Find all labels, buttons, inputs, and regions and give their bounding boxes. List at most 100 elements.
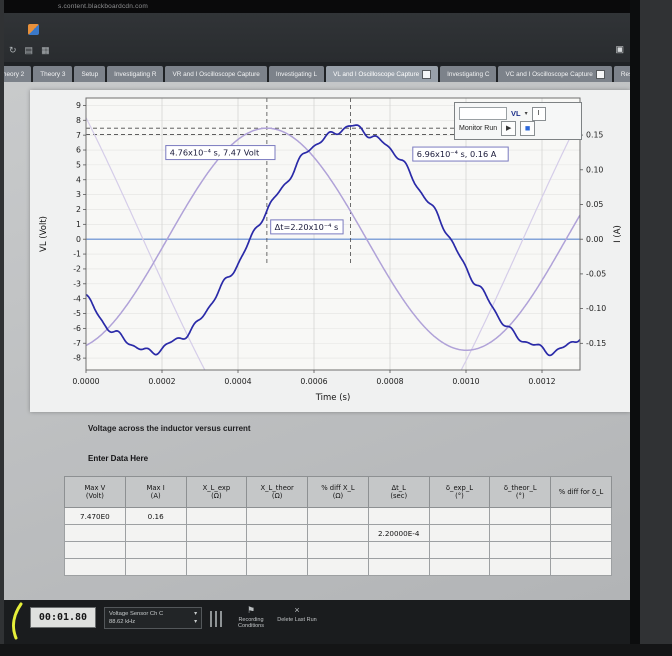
tab-vc-and-i-oscilloscope-capture[interactable]: VC and I Oscilloscope Capture <box>498 66 612 82</box>
cell-r0c4[interactable] <box>307 507 369 525</box>
cell-r3c2[interactable] <box>185 558 248 576</box>
scope-legend-row: VL ▾ I <box>459 106 577 121</box>
legend-i[interactable]: I <box>531 106 546 121</box>
cell-r1c1[interactable] <box>124 524 187 542</box>
plot-border <box>85 97 581 371</box>
tab-setup[interactable]: Setup <box>74 66 106 82</box>
annotation-box-i-peak[interactable] <box>412 146 509 162</box>
cell-r0c2[interactable] <box>185 507 248 525</box>
display-icon <box>595 69 605 79</box>
cell-r0c6[interactable] <box>428 507 491 525</box>
trace-VL-previous-run <box>86 117 580 370</box>
cell-r2c0[interactable] <box>64 541 126 559</box>
signal-levels-icon[interactable] <box>210 611 222 627</box>
tab-label: VL and I Oscilloscope Capture <box>333 70 420 78</box>
column-header-1: Max I (A) <box>124 476 187 508</box>
y-axis-label-left: VL (Volt) <box>39 216 49 252</box>
panel-icon[interactable]: ▣ <box>615 44 624 54</box>
tab-vl-and-i-oscilloscope-capture[interactable]: VL and I Oscilloscope Capture <box>326 66 439 82</box>
y-tick-right: -0.05 <box>586 270 606 279</box>
tab-resonance-c[interactable]: Resonance C <box>613 66 630 82</box>
y-tick-right: 0.00 <box>586 235 603 244</box>
cell-r0c5[interactable] <box>367 507 430 525</box>
cell-r1c2[interactable] <box>185 524 248 542</box>
tab-label: Investigating C <box>447 70 490 78</box>
cell-r2c8[interactable] <box>550 541 612 559</box>
y-axis-label-right: I (A) <box>613 225 623 243</box>
timer-display: 00:01.80 <box>30 607 96 628</box>
cell-r3c8[interactable] <box>550 558 612 576</box>
tab-label: Setup <box>81 70 99 78</box>
tab-label: Resonance C <box>620 70 630 78</box>
tab-investigating-c[interactable]: Investigating C <box>440 66 497 82</box>
stop-button[interactable]: ■ <box>520 121 536 136</box>
cell-r2c2[interactable] <box>185 541 248 559</box>
run-select-field[interactable] <box>459 107 507 120</box>
chart-icon[interactable]: ▦ <box>41 45 50 55</box>
capstone-app-icon[interactable] <box>28 24 39 35</box>
cell-r2c4[interactable] <box>307 541 369 559</box>
cell-r3c1[interactable] <box>124 558 187 576</box>
y-tick-left: -2 <box>73 265 81 274</box>
tab-vr-and-i-oscilloscope-capture[interactable]: VR and I Oscilloscope Capture <box>165 66 267 82</box>
tab-theory-2[interactable]: Theory 2 <box>4 66 32 82</box>
tab-label: Theory 2 <box>4 70 25 78</box>
y-tick-right: 0.05 <box>586 200 603 209</box>
tab-investigating-l[interactable]: Investigating L <box>268 66 325 82</box>
x-tick: 0.0008 <box>376 377 403 386</box>
bottom-toolbar: 00:01.80 Voltage Sensor Ch C ▾ 88.62 kHz… <box>4 600 630 644</box>
tab-label: Theory 3 <box>40 70 66 78</box>
cell-r3c4[interactable] <box>307 558 369 576</box>
cell-r0c8[interactable] <box>550 507 612 525</box>
y-tick-left: 9 <box>76 101 81 110</box>
tab-label: Investigating R <box>114 70 157 78</box>
cell-r3c7[interactable] <box>489 558 552 576</box>
recording-conditions-button[interactable]: ⚑ Recording Conditions <box>228 605 274 630</box>
sensor-widget[interactable]: Voltage Sensor Ch C ▾ 88.62 kHz ▾ <box>104 607 202 629</box>
annotation-box-vl-peak[interactable] <box>165 145 276 161</box>
cell-r1c0[interactable] <box>64 524 126 542</box>
cell-r2c3[interactable] <box>246 541 309 559</box>
tab-investigating-r[interactable]: Investigating R <box>107 66 164 82</box>
column-header-4: % diff X_L (Ω) <box>307 476 369 508</box>
legend-vl[interactable]: VL <box>511 109 521 118</box>
cell-r0c7[interactable] <box>489 507 552 525</box>
folder-icon[interactable]: ▤ <box>24 45 34 55</box>
cell-r1c5[interactable]: 2.20000E-4 <box>367 524 430 542</box>
cell-r2c7[interactable] <box>489 541 552 559</box>
cell-r0c3[interactable] <box>246 507 309 525</box>
cell-r1c3[interactable] <box>246 524 309 542</box>
cell-r3c6[interactable] <box>428 558 491 576</box>
y-tick-left: 1 <box>76 220 81 229</box>
cell-r2c1[interactable] <box>124 541 187 559</box>
scope-control-panel: VL ▾ I Monitor Run ▶ ■ <box>454 102 582 140</box>
tab-label: VC and I Oscilloscope Capture <box>505 70 593 78</box>
cell-r3c0[interactable] <box>64 558 126 576</box>
cell-r2c6[interactable] <box>428 541 491 559</box>
cell-r3c3[interactable] <box>246 558 309 576</box>
cell-r1c8[interactable] <box>550 524 612 542</box>
monitor-run-label[interactable]: Monitor Run <box>459 125 498 132</box>
x-tick: 0.0004 <box>224 377 251 386</box>
refresh-icon[interactable]: ↻ <box>9 45 17 55</box>
table-row-0: 7.470E0 0.16 <box>64 507 612 525</box>
column-header-8: % diff for δ_L <box>550 476 612 508</box>
delete-last-run-button[interactable]: × Delete Last Run <box>274 605 320 623</box>
annotation-box-delta-t[interactable] <box>270 219 344 235</box>
cell-r1c6[interactable] <box>428 524 491 542</box>
chevron-down-icon[interactable]: ▾ <box>194 619 197 625</box>
recording-conditions-label: Recording Conditions <box>238 617 264 630</box>
tab-theory-3[interactable]: Theory 3 <box>33 66 73 82</box>
oscilloscope-graph[interactable]: 4.76x10⁻⁴ s, 7.47 Volt 6.96x10⁻⁴ s, 0.16 … <box>34 92 628 404</box>
chevron-down-icon[interactable]: ▾ <box>524 111 528 117</box>
column-header-2: X_L_exp (Ω) <box>185 476 248 508</box>
cell-r1c7[interactable] <box>489 524 552 542</box>
data-entry-table: Max V (Volt) Max I (A) X_L_exp (Ω) X_L_theor (Ω… <box>64 476 612 576</box>
chevron-down-icon[interactable]: ▾ <box>194 611 197 617</box>
cell-r0c0[interactable]: 7.470E0 <box>64 507 126 525</box>
cell-r0c1[interactable]: 0.16 <box>124 507 187 525</box>
play-button[interactable]: ▶ <box>501 121 517 136</box>
cell-r3c5[interactable] <box>367 558 430 576</box>
cell-r2c5[interactable] <box>367 541 430 559</box>
cell-r1c4[interactable] <box>307 524 369 542</box>
